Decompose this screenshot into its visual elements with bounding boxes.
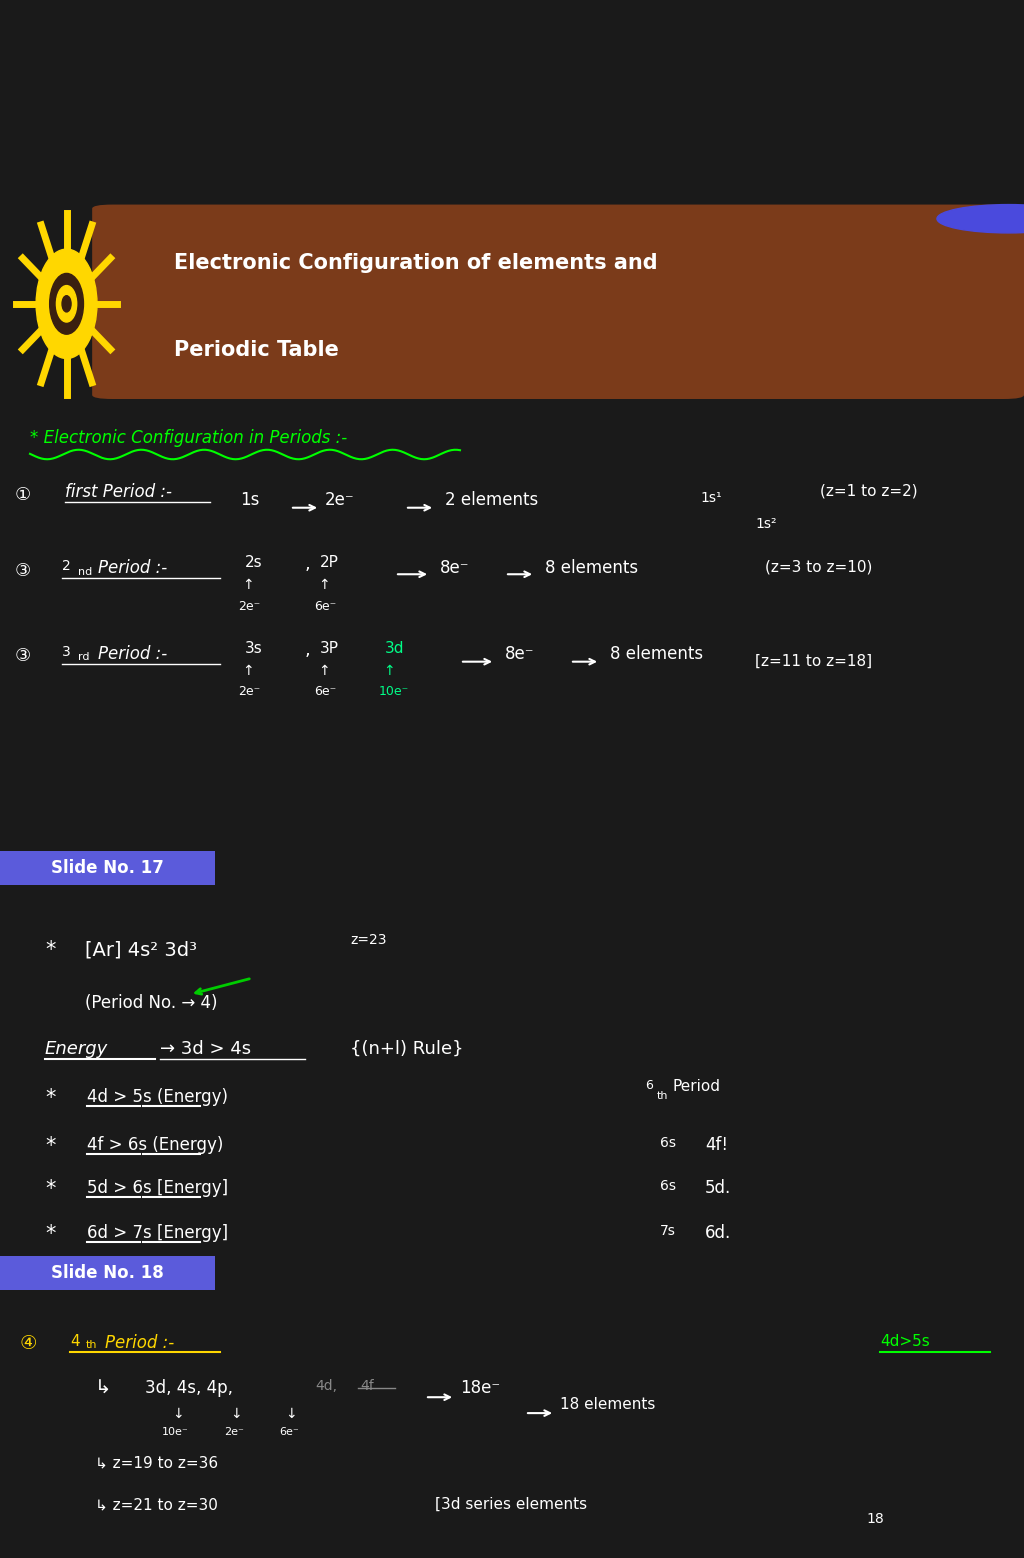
Text: [z=11 to z=18]: [z=11 to z=18] xyxy=(755,654,872,668)
Text: 2P: 2P xyxy=(319,555,339,570)
Text: 6: 6 xyxy=(645,1080,653,1092)
Text: 4: 4 xyxy=(70,1334,80,1349)
Text: 4f: 4f xyxy=(360,1379,374,1393)
Text: *: * xyxy=(45,1136,55,1156)
Text: 18: 18 xyxy=(866,1511,884,1525)
Circle shape xyxy=(36,249,97,358)
Text: 2e⁻: 2e⁻ xyxy=(238,600,260,612)
Text: 4f > 6s (Energy): 4f > 6s (Energy) xyxy=(87,1136,223,1154)
Text: 8 elements: 8 elements xyxy=(610,645,703,662)
Text: ↓: ↓ xyxy=(172,1407,183,1421)
Text: 6d.: 6d. xyxy=(705,1225,731,1242)
Text: ↓: ↓ xyxy=(230,1407,242,1421)
Text: 3P: 3P xyxy=(319,640,339,656)
Text: th: th xyxy=(657,1091,669,1102)
Text: ④: ④ xyxy=(20,1334,38,1352)
Text: 18 elements: 18 elements xyxy=(560,1398,655,1412)
Text: ↑: ↑ xyxy=(318,578,330,592)
Text: ,: , xyxy=(305,640,310,659)
Text: 3d, 4s, 4p,: 3d, 4s, 4p, xyxy=(145,1379,233,1396)
Text: ↑: ↑ xyxy=(242,664,254,678)
Text: *: * xyxy=(45,1225,55,1243)
Text: Periodic Table: Periodic Table xyxy=(174,340,339,360)
Text: Electronic Configuration of elements and: Electronic Configuration of elements and xyxy=(174,252,657,273)
Text: 8e⁻: 8e⁻ xyxy=(505,645,535,662)
Text: 5d > 6s [Energy]: 5d > 6s [Energy] xyxy=(87,1179,228,1197)
Text: ③: ③ xyxy=(15,648,31,665)
Text: 1s²: 1s² xyxy=(755,517,776,531)
Text: 1s: 1s xyxy=(240,491,259,508)
Circle shape xyxy=(56,285,77,323)
Text: * Electronic Configuration in Periods :-: * Electronic Configuration in Periods :- xyxy=(30,428,347,447)
Text: 4d > 5s (Energy): 4d > 5s (Energy) xyxy=(87,1089,228,1106)
Text: 2: 2 xyxy=(62,559,71,573)
Text: nd: nd xyxy=(78,567,92,576)
Text: Energy: Energy xyxy=(45,1039,109,1058)
Text: 5d.: 5d. xyxy=(705,1179,731,1197)
Text: Period :-: Period :- xyxy=(105,1334,174,1352)
Text: ↑: ↑ xyxy=(318,664,330,678)
Text: Period: Period xyxy=(672,1080,720,1094)
Text: → 3d > 4s: → 3d > 4s xyxy=(160,1039,251,1058)
Text: 7s: 7s xyxy=(660,1225,676,1239)
Text: [Ar] 4s² 3d³: [Ar] 4s² 3d³ xyxy=(85,939,197,960)
Circle shape xyxy=(49,274,84,335)
Text: ↳ z=19 to z=36: ↳ z=19 to z=36 xyxy=(95,1455,218,1471)
Text: ①: ① xyxy=(15,486,31,503)
Text: 6e⁻: 6e⁻ xyxy=(279,1427,299,1436)
Text: Slide No. 18: Slide No. 18 xyxy=(51,1264,164,1282)
Text: Slide No. 17: Slide No. 17 xyxy=(51,858,164,877)
Text: 6d > 7s [Energy]: 6d > 7s [Energy] xyxy=(87,1225,228,1242)
Circle shape xyxy=(937,204,1024,232)
Text: z=23: z=23 xyxy=(350,933,386,947)
Text: Period :-: Period :- xyxy=(98,645,167,662)
Text: 8e⁻: 8e⁻ xyxy=(440,559,469,576)
Text: 2e⁻: 2e⁻ xyxy=(325,491,354,508)
Text: 2 elements: 2 elements xyxy=(445,491,539,508)
Text: 4f!: 4f! xyxy=(705,1136,728,1154)
Text: 2e⁻: 2e⁻ xyxy=(238,686,260,698)
Text: ↳ z=21 to z=30: ↳ z=21 to z=30 xyxy=(95,1497,218,1513)
Text: 10e⁻: 10e⁻ xyxy=(379,686,410,698)
Text: th: th xyxy=(86,1340,97,1351)
Text: rd: rd xyxy=(78,653,89,662)
Text: 2e⁻: 2e⁻ xyxy=(224,1427,244,1436)
FancyBboxPatch shape xyxy=(0,849,225,887)
Text: Period :-: Period :- xyxy=(98,559,167,576)
Text: 6e⁻: 6e⁻ xyxy=(314,600,336,612)
Text: ↳: ↳ xyxy=(95,1379,112,1398)
Text: {(n+l) Rule}: {(n+l) Rule} xyxy=(350,1039,464,1058)
Text: 18e⁻: 18e⁻ xyxy=(460,1379,500,1396)
FancyBboxPatch shape xyxy=(0,1254,225,1292)
Text: ↓: ↓ xyxy=(285,1407,297,1421)
Text: 4d>5s: 4d>5s xyxy=(880,1334,930,1349)
Text: first Period :-: first Period :- xyxy=(65,483,172,502)
Text: (z=1 to z=2): (z=1 to z=2) xyxy=(820,483,918,499)
Text: *: * xyxy=(45,1089,55,1108)
Text: 1s¹: 1s¹ xyxy=(700,491,722,505)
Text: (Period No. → 4): (Period No. → 4) xyxy=(85,994,217,1013)
Text: (z=3 to z=10): (z=3 to z=10) xyxy=(765,559,872,573)
Circle shape xyxy=(62,296,71,312)
Text: 4d,: 4d, xyxy=(315,1379,337,1393)
Text: 6s: 6s xyxy=(660,1179,676,1193)
Text: 8 elements: 8 elements xyxy=(545,559,638,576)
Text: 10e⁻: 10e⁻ xyxy=(162,1427,188,1436)
Text: ,: , xyxy=(305,555,310,573)
Text: [3d series elements: [3d series elements xyxy=(435,1497,587,1513)
FancyBboxPatch shape xyxy=(92,204,1024,399)
Text: 3: 3 xyxy=(62,645,71,659)
Text: 6e⁻: 6e⁻ xyxy=(314,686,336,698)
Text: ↑: ↑ xyxy=(383,664,394,678)
Text: 2s: 2s xyxy=(245,555,262,570)
Text: 3s: 3s xyxy=(245,640,263,656)
Text: 6s: 6s xyxy=(660,1136,676,1150)
Text: 3d: 3d xyxy=(385,640,404,656)
Text: ③: ③ xyxy=(15,562,31,580)
Text: *: * xyxy=(45,1179,55,1198)
Text: *: * xyxy=(45,939,55,960)
Text: ↑: ↑ xyxy=(242,578,254,592)
